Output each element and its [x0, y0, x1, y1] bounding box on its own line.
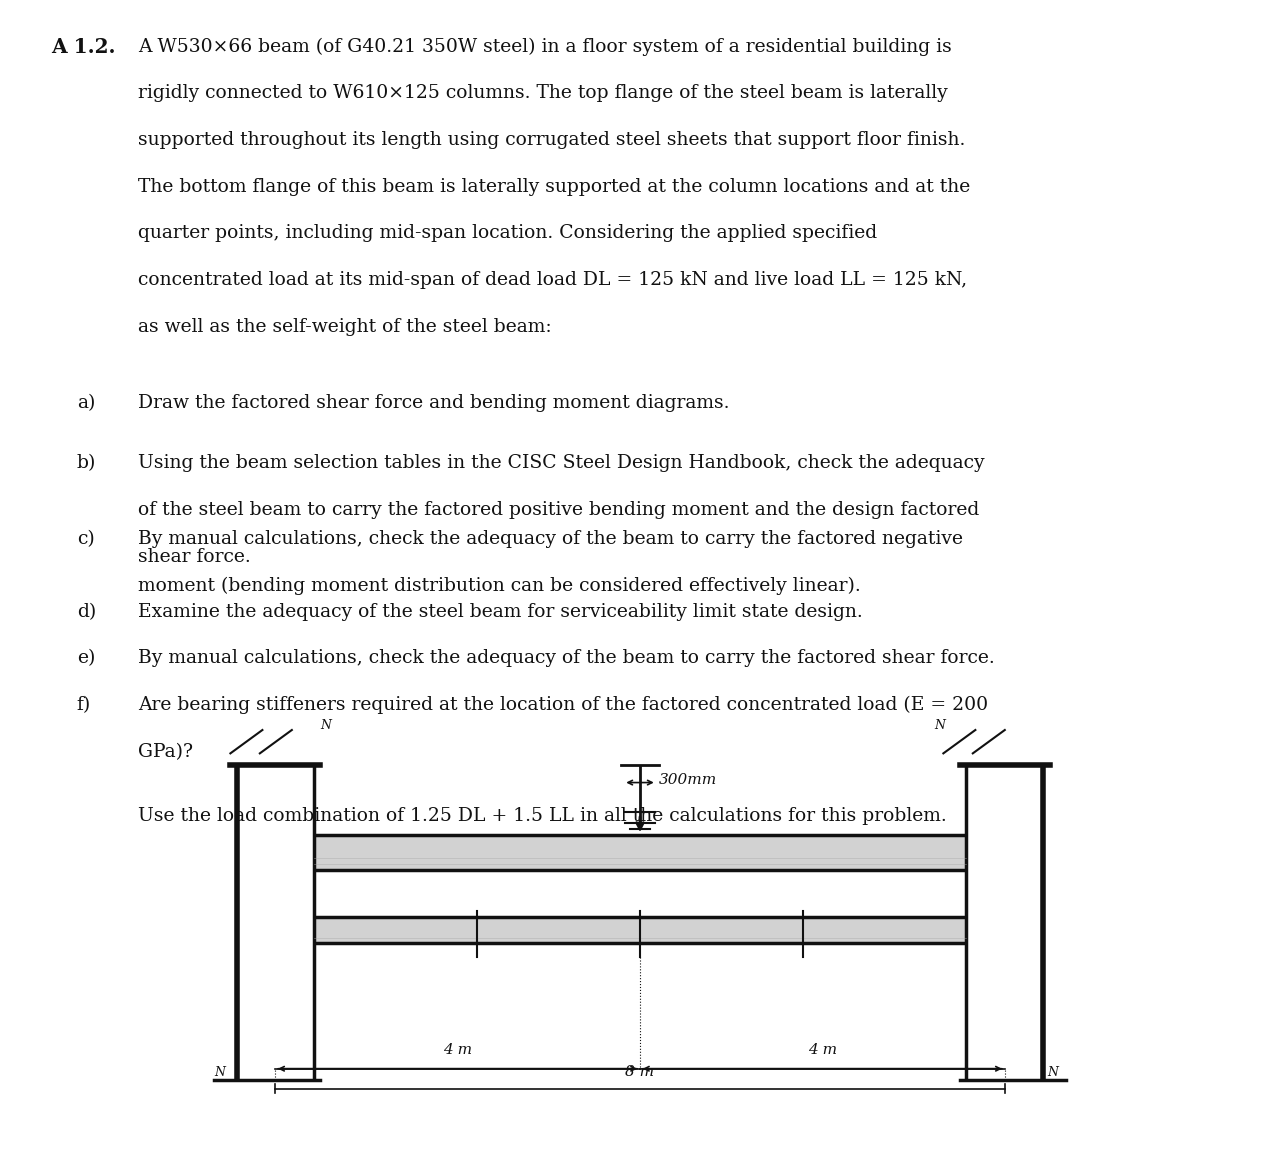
Text: supported throughout its length using corrugated steel sheets that support floor: supported throughout its length using co…: [138, 131, 965, 148]
Text: A W530×66 beam (of G40.21 350W steel) in a floor system of a residential buildin: A W530×66 beam (of G40.21 350W steel) in…: [138, 37, 952, 56]
Text: as well as the self-weight of the steel beam:: as well as the self-weight of the steel …: [138, 318, 552, 335]
Text: A 1.2.: A 1.2.: [51, 37, 115, 57]
Text: concentrated load at its mid-span of dead load DL = 125 kN and live load LL = 12: concentrated load at its mid-span of dea…: [138, 271, 968, 288]
Text: e): e): [77, 649, 95, 667]
Text: f): f): [77, 696, 91, 714]
Text: b): b): [77, 454, 96, 472]
Text: N: N: [214, 1066, 225, 1079]
Text: rigidly connected to W610×125 columns. The top flange of the steel beam is later: rigidly connected to W610×125 columns. T…: [138, 84, 948, 102]
Text: of the steel beam to carry the factored positive bending moment and the design f: of the steel beam to carry the factored …: [138, 501, 979, 519]
Bar: [314, 835, 966, 870]
Text: The bottom flange of this beam is laterally supported at the column locations an: The bottom flange of this beam is latera…: [138, 178, 970, 195]
Text: N: N: [320, 719, 332, 732]
Text: d): d): [77, 603, 96, 620]
Text: 300mm: 300mm: [659, 773, 718, 787]
Text: Are bearing stiffeners required at the location of the factored concentrated loa: Are bearing stiffeners required at the l…: [138, 696, 988, 715]
Text: shear force.: shear force.: [138, 548, 251, 565]
Text: N: N: [934, 719, 946, 732]
Text: GPa)?: GPa)?: [138, 743, 193, 760]
Text: Use the load combination of 1.25 DL + 1.5 LL in all the calculations for this pr: Use the load combination of 1.25 DL + 1.…: [138, 807, 947, 825]
Text: Examine the adequacy of the steel beam for serviceability limit state design.: Examine the adequacy of the steel beam f…: [138, 603, 863, 620]
Text: N: N: [1047, 1066, 1059, 1079]
Text: Draw the factored shear force and bending moment diagrams.: Draw the factored shear force and bendin…: [138, 394, 730, 411]
Text: By manual calculations, check the adequacy of the beam to carry the factored neg: By manual calculations, check the adequa…: [138, 530, 964, 548]
Text: By manual calculations, check the adequacy of the beam to carry the factored she: By manual calculations, check the adequa…: [138, 649, 995, 667]
Text: 4 m: 4 m: [808, 1043, 837, 1057]
Bar: [314, 917, 966, 943]
Text: a): a): [77, 394, 95, 411]
Text: c): c): [77, 530, 95, 548]
Text: 4 m: 4 m: [443, 1043, 472, 1057]
Text: quarter points, including mid-span location. Considering the applied specified: quarter points, including mid-span locat…: [138, 224, 877, 242]
Text: 8 m: 8 m: [626, 1065, 654, 1079]
Text: Using the beam selection tables in the CISC Steel Design Handbook, check the ade: Using the beam selection tables in the C…: [138, 454, 984, 472]
Text: moment (bending moment distribution can be considered effectively linear).: moment (bending moment distribution can …: [138, 577, 861, 596]
